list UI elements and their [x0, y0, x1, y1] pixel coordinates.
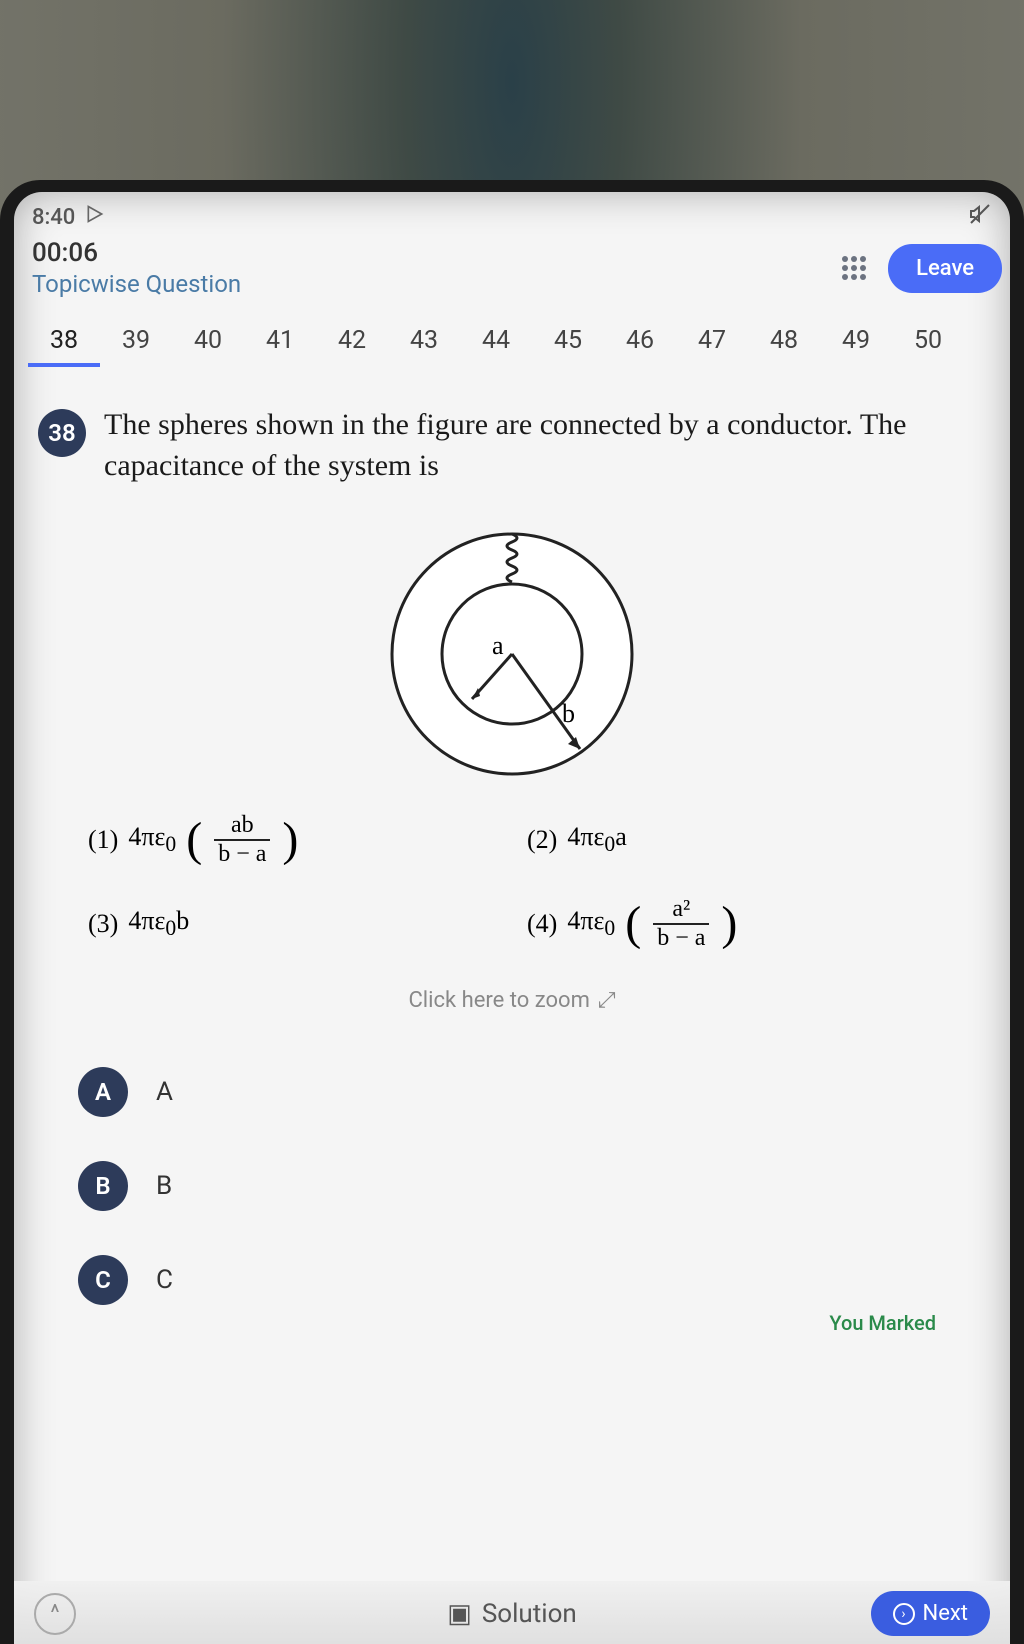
answer-badge: A [78, 1067, 128, 1117]
play-store-icon [85, 204, 105, 230]
answer-row-c[interactable]: C C You Marked [78, 1255, 946, 1305]
qnav-item[interactable]: 48 [748, 326, 820, 367]
answer-row-a[interactable]: A A [78, 1067, 946, 1117]
arrow-right-icon: › [893, 1603, 915, 1625]
qnav-item[interactable]: 39 [100, 326, 172, 367]
answer-list: A A B B C C You Marked [38, 1067, 986, 1305]
answer-badge: C [78, 1255, 128, 1305]
option-3[interactable]: (3) 4πε0b [88, 896, 497, 952]
option-2[interactable]: (2) 4πε0a [527, 812, 936, 868]
question-number-badge: 38 [38, 409, 86, 457]
question-diagram: a b [38, 504, 986, 784]
diagram-label-b: b [562, 699, 575, 728]
you-marked-label: You Marked [829, 1311, 936, 1335]
phone-frame: 8:40 00:06 Topicwise Question Leave 38 [0, 180, 1024, 1644]
chevron-up-icon[interactable]: ^ [34, 1593, 76, 1635]
qnav-item[interactable]: 42 [316, 326, 388, 367]
diagram-label-a: a [492, 631, 504, 660]
qnav-item[interactable]: 38 [28, 326, 100, 367]
qnav-item[interactable]: 47 [676, 326, 748, 367]
qnav-item[interactable]: 46 [604, 326, 676, 367]
quiz-timer: 00:06 [32, 238, 820, 268]
options-grid: (1) 4πε0 ( ab b − a ) (2) 4πε0a (3) [38, 812, 986, 952]
qnav-item[interactable]: 41 [244, 326, 316, 367]
answer-badge: B [78, 1161, 128, 1211]
option-4[interactable]: (4) 4πε0 ( a² b − a ) [527, 896, 936, 952]
solution-icon: ▣ [447, 1599, 472, 1629]
question-text: The spheres shown in the figure are conn… [104, 405, 986, 486]
qnav-item[interactable]: 44 [460, 326, 532, 367]
solution-button[interactable]: ▣ Solution [447, 1599, 577, 1629]
qnav-item[interactable]: 49 [820, 326, 892, 367]
next-button[interactable]: › Next [871, 1591, 990, 1636]
bottom-bar: ^ ▣ Solution › Next [14, 1581, 1010, 1644]
answer-row-b[interactable]: B B [78, 1161, 946, 1211]
qnav-item[interactable]: 43 [388, 326, 460, 367]
clock-time: 8:40 [32, 205, 75, 230]
quiz-header: 00:06 Topicwise Question Leave [14, 236, 1010, 312]
screen: 8:40 00:06 Topicwise Question Leave 38 [14, 192, 1010, 1644]
zoom-button[interactable]: Click here to zoom ⤢ [38, 988, 986, 1013]
qnav-item[interactable]: 40 [172, 326, 244, 367]
grid-menu-icon[interactable] [832, 246, 876, 290]
question-nav[interactable]: 38 39 40 41 42 43 44 45 46 47 48 49 50 [14, 312, 1010, 377]
mute-icon [968, 202, 992, 232]
expand-icon: ⤢ [598, 988, 616, 1013]
qnav-item[interactable]: 45 [532, 326, 604, 367]
option-1[interactable]: (1) 4πε0 ( ab b − a ) [88, 812, 497, 868]
quiz-subtitle: Topicwise Question [32, 270, 820, 298]
question-area: 38 The spheres shown in the figure are c… [14, 377, 1010, 1359]
status-bar: 8:40 [14, 192, 1010, 236]
leave-button[interactable]: Leave [888, 244, 1002, 293]
qnav-item[interactable]: 50 [892, 326, 964, 367]
